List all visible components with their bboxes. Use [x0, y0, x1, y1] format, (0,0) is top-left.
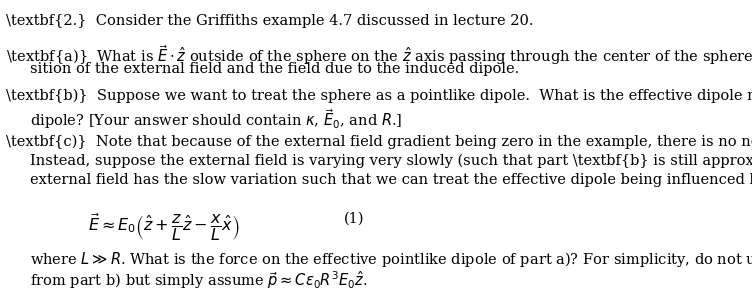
Text: Instead, suppose the external field is varying very slowly (such that part \text: Instead, suppose the external field is v…: [30, 154, 752, 168]
Text: external field has the slow variation such that we can treat the effective dipol: external field has the slow variation su…: [30, 173, 752, 187]
Text: sition of the external field and the field due to the induced dipole.: sition of the external field and the fie…: [30, 62, 519, 76]
Text: \textbf{c)}  Note that because of the external field gradient being zero in the : \textbf{c)} Note that because of the ext…: [6, 135, 752, 149]
Text: \textbf{2.}  Consider the Griffiths example 4.7 discussed in lecture 20.: \textbf{2.} Consider the Griffiths examp…: [6, 15, 534, 29]
Text: where $L \gg R$. What is the force on the effective pointlike dipole of part a)?: where $L \gg R$. What is the force on th…: [30, 250, 752, 269]
Text: $\vec{E} \approx E_0\left(\hat{z} + \dfrac{z}{L}\hat{z} - \dfrac{x}{L}\hat{x}\ri: $\vec{E} \approx E_0\left(\hat{z} + \dfr…: [88, 212, 240, 244]
Text: dipole? [Your answer should contain $\kappa$, $\vec{E}_0$, and $R$.]: dipole? [Your answer should contain $\ka…: [30, 108, 402, 131]
Text: (1): (1): [344, 212, 365, 226]
Text: \textbf{b)}  Suppose we want to treat the sphere as a pointlike dipole.  What is: \textbf{b)} Suppose we want to treat the…: [6, 89, 752, 103]
Text: \textbf{a)}  What is $\vec{E} \cdot \hat{z}$ outside of the sphere on the $\hat{: \textbf{a)} What is $\vec{E} \cdot \hat{…: [6, 44, 752, 67]
Text: from part b) but simply assume $\vec{p} \approx C\varepsilon_0 R^3 E_0 \hat{z}$.: from part b) but simply assume $\vec{p} …: [30, 269, 367, 291]
